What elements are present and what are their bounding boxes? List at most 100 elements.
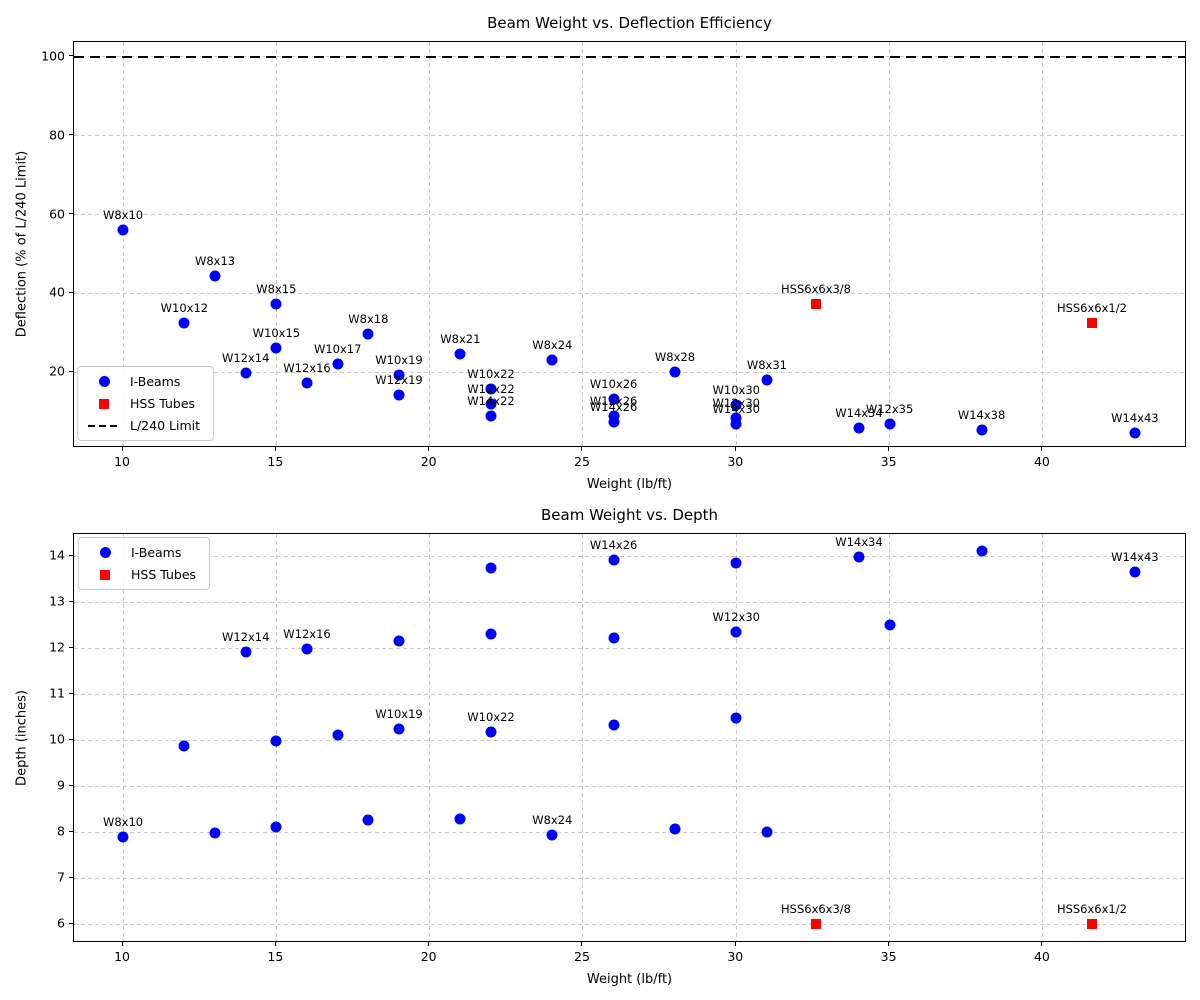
data-point-W8x21 (454, 813, 466, 825)
data-point-W14x34 (853, 422, 865, 434)
point-label-W12x16: W12x16 (283, 626, 331, 641)
square-marker-icon (88, 569, 122, 580)
y-tick-mark (69, 291, 73, 293)
data-point-W14x38 (976, 545, 988, 557)
deflection-plot-area: W8x10 W10x12 W8x13 W12x14 W8x15 W10x15 W12x16 W… (73, 41, 1186, 447)
y-gridline (74, 371, 1185, 373)
x-gridline (582, 42, 584, 446)
data-point-W14x30 (730, 418, 742, 430)
data-point-HSS6x6x3/8 (811, 299, 821, 310)
legend: I-Beams HSS Tubes (78, 537, 211, 590)
y-tick-label: 9 (57, 777, 65, 793)
point-label-W12x16: W12x16 (283, 360, 331, 375)
point-label-W8x28: W8x28 (654, 349, 696, 364)
data-point-W14x22 (485, 562, 497, 574)
l240-limit-line (74, 55, 1185, 58)
data-point-HSS6x6x3/8 (811, 919, 821, 930)
data-point-W8x31 (761, 374, 773, 386)
y-gridline (74, 739, 1185, 741)
point-label-W12x26: W12x26 (589, 394, 638, 409)
point-label-W8x18: W8x18 (348, 312, 389, 327)
data-point-W14x22 (485, 410, 497, 422)
data-point-HSS6x6x1/2 (1086, 317, 1097, 328)
y-tick-label: 10 (49, 731, 65, 747)
point-label-W8x24: W8x24 (532, 813, 573, 828)
point-label-W8x13: W8x13 (194, 253, 236, 268)
point-label-W14x34: W14x34 (835, 535, 883, 550)
data-point-W10x15 (270, 735, 282, 747)
data-point-W12x16 (301, 643, 313, 655)
data-point-W8x15 (270, 821, 282, 833)
data-point-W8x28 (669, 823, 681, 835)
y-tick-mark (69, 692, 73, 694)
y-tick-label: 20 (49, 363, 65, 379)
x-tick-mark (121, 942, 123, 946)
y-tick-label: 80 (49, 127, 65, 143)
data-point-W8x21 (454, 348, 466, 360)
data-point-W14x38 (976, 424, 988, 436)
x-gridline (735, 534, 737, 941)
y-tick-mark (69, 134, 73, 136)
data-point-HSS6x6x1/2 (1086, 919, 1097, 930)
point-label-W14x43: W14x43 (1111, 549, 1159, 564)
circle-sample (98, 376, 110, 387)
square-marker-icon (87, 398, 121, 409)
y-tick-label: 8 (57, 823, 65, 839)
point-label-HSS6x6x1/2: HSS6x6x1/2 (1056, 300, 1127, 315)
x-tick-label: 25 (574, 949, 590, 964)
point-label-W14x38: W14x38 (957, 408, 1006, 423)
legend-label: L/240 Limit (130, 418, 200, 433)
y-tick-label: 14 (49, 547, 65, 563)
data-point-W8x10 (117, 224, 129, 236)
depth-chart: Beam Weight vs. Depth Weight (lb/ft) Dep… (15, 506, 1186, 987)
data-point-W10x12 (178, 740, 190, 752)
legend-label: HSS Tubes (130, 396, 196, 411)
y-tick-label: 12 (49, 639, 65, 655)
x-gridline (889, 42, 891, 446)
depth-y-axis-label: Depth (inches) (14, 689, 30, 786)
x-tick-label: 35 (880, 454, 897, 469)
data-point-W10x26 (608, 719, 620, 731)
point-label-W14x43: W14x43 (1111, 410, 1159, 425)
x-tick-label: 10 (114, 454, 130, 469)
data-point-W12x19 (393, 635, 405, 647)
data-point-W10x22 (485, 383, 497, 395)
data-point-W12x35 (884, 418, 896, 430)
point-label-W8x10: W8x10 (102, 208, 144, 223)
x-tick-mark (888, 447, 890, 451)
point-label-W10x19: W10x19 (375, 353, 423, 368)
y-tick-mark (69, 922, 73, 924)
x-tick-label: 20 (420, 454, 437, 469)
legend-item-hss-tubes: HSS Tubes (87, 396, 200, 411)
y-gridline (74, 214, 1185, 216)
legend-label: HSS Tubes (131, 567, 197, 582)
point-label-W10x17: W10x17 (313, 341, 362, 356)
data-point-W8x24 (546, 829, 558, 841)
point-label-W14x22: W14x22 (467, 393, 515, 408)
point-label-W12x35: W12x35 (865, 402, 914, 417)
data-point-W10x15 (270, 342, 282, 354)
point-label-W12x30: W12x30 (712, 396, 760, 411)
y-gridline (74, 647, 1185, 649)
x-tick-label: 25 (574, 454, 590, 469)
circle-sample (99, 547, 111, 558)
data-point-W14x26 (608, 416, 620, 428)
point-label-W10x22: W10x22 (467, 367, 515, 382)
data-point-W12x22 (485, 398, 497, 410)
point-label-W12x30: W12x30 (712, 610, 760, 625)
legend-item-i-beams: I-Beams (88, 545, 196, 560)
data-point-W8x31 (761, 826, 773, 838)
deflection-x-axis-label: Weight (lb/ft) (586, 477, 673, 492)
y-gridline (74, 555, 1185, 557)
data-point-W10x17 (332, 729, 344, 741)
data-point-W10x30 (730, 399, 742, 411)
data-point-W10x19 (393, 369, 405, 381)
point-label-W14x34: W14x34 (835, 406, 883, 421)
data-point-W10x26 (608, 393, 620, 405)
x-tick-mark (121, 447, 123, 451)
data-point-W8x18 (362, 814, 374, 826)
y-gridline (74, 601, 1185, 603)
x-tick-label: 30 (727, 949, 744, 964)
point-label-HSS6x6x1/2: HSS6x6x1/2 (1056, 902, 1127, 917)
